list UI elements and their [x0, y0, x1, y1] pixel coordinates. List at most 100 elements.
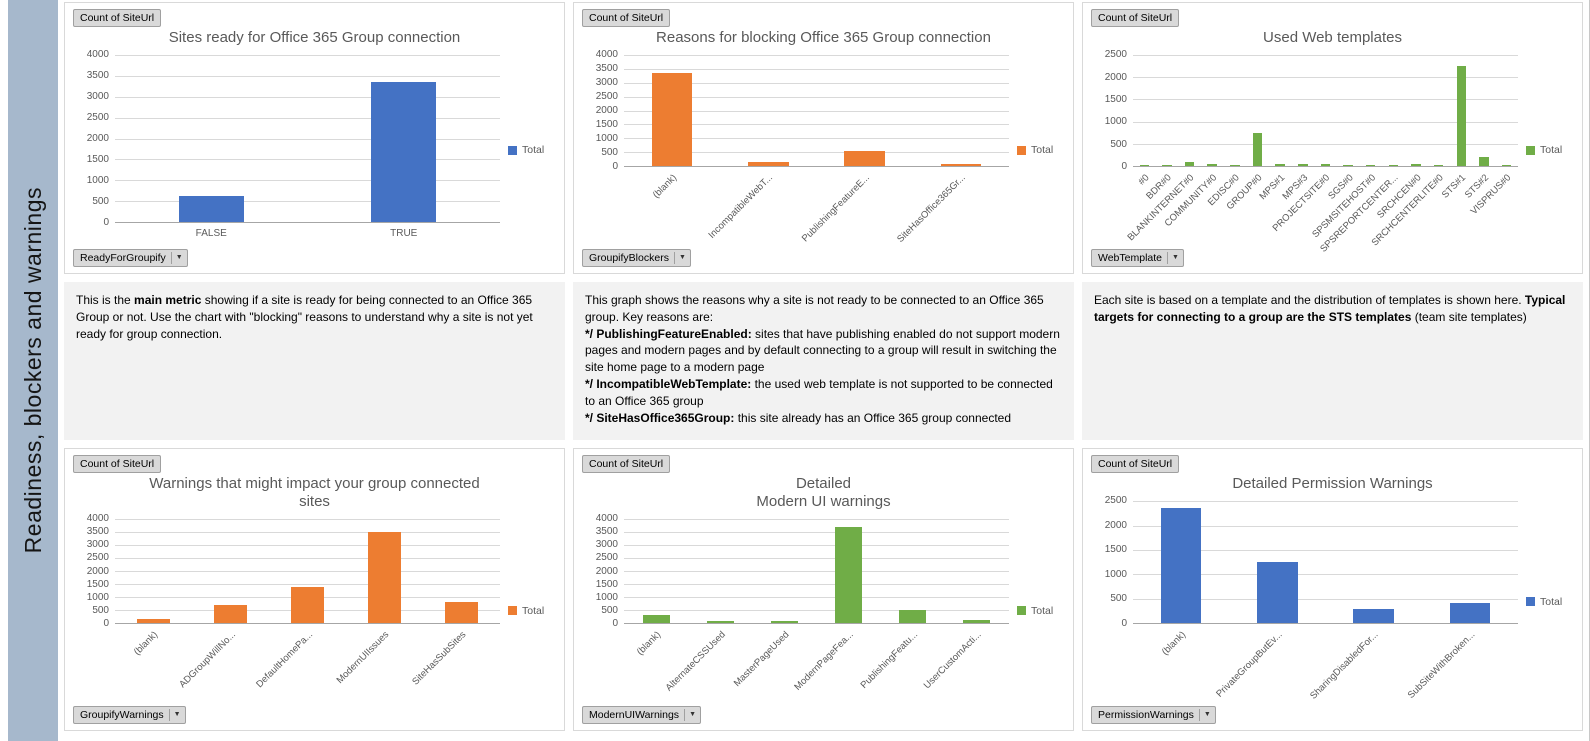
y-tick-label: 1500 — [595, 578, 618, 590]
y-tick-label: 500 — [601, 604, 618, 616]
dropdown-arrow-icon: ▼ — [1198, 709, 1211, 721]
note-text-segment: the used web template is not supported t… — [585, 376, 1053, 408]
pivot-field-button[interactable]: Count of SiteUrl — [1091, 9, 1180, 28]
x-tick-label: (blank) — [650, 172, 680, 201]
filter-button-groupifywarnings[interactable]: GroupifyWarnings ▼ — [73, 705, 186, 724]
x-tick-label: SubSiteWithBroken... — [1405, 629, 1477, 701]
bar-slot — [688, 519, 752, 623]
bar — [371, 82, 437, 222]
x-tick-label: ModernUIIssues — [334, 629, 392, 686]
bar — [1433, 164, 1444, 166]
x-tick-label: PublishingFeatu... — [858, 629, 920, 691]
filter-button-webtemplate[interactable]: WebTemplate ▼ — [1091, 248, 1184, 267]
plot-area — [1133, 55, 1518, 167]
plot-area — [115, 519, 500, 624]
y-tick-label: 2000 — [86, 565, 109, 577]
y-tick-label: 1500 — [86, 153, 109, 165]
gridline — [624, 532, 1009, 534]
bar-slot — [1427, 55, 1450, 166]
y-tick-label: 4000 — [86, 49, 109, 61]
pivot-field-button[interactable]: Count of SiteUrl — [582, 455, 671, 474]
filter-button-label: WebTemplate — [1098, 251, 1163, 264]
bar — [963, 619, 991, 623]
x-tick-label: #0 — [1136, 172, 1152, 188]
dropdown-arrow-icon: ▼ — [168, 709, 181, 721]
bar — [651, 73, 693, 166]
gridline — [115, 117, 500, 119]
y-tick-label: 3000 — [595, 77, 618, 89]
legend-swatch-icon — [1017, 606, 1026, 615]
note-text-segment: This is the — [76, 293, 135, 307]
gridline — [624, 596, 1009, 598]
x-axis-labels: (blank) IncompatibleWebT... PublishingFeat… — [624, 167, 1009, 245]
plot-area — [115, 55, 500, 223]
dropdown-arrow-icon: ▼ — [1167, 252, 1179, 264]
bar — [178, 196, 244, 222]
y-tick-label: 3000 — [595, 539, 618, 551]
gridline — [1133, 501, 1518, 503]
gridline — [115, 159, 500, 161]
chart-title: Used Web templates — [1263, 29, 1402, 47]
bar-slot — [817, 519, 881, 623]
filter-button-modernuiwarnings[interactable]: ModernUIWarnings ▼ — [582, 705, 701, 724]
bar — [1449, 603, 1491, 623]
gridline — [115, 76, 500, 78]
y-tick-label: 1000 — [595, 132, 618, 144]
x-tick-label: (blank) — [634, 629, 664, 658]
bar-slot — [1156, 55, 1179, 166]
bar — [137, 618, 170, 623]
x-axis-labels: FALSE TRUE — [115, 223, 500, 245]
bar-slot — [881, 519, 945, 623]
note-text-segment: (team site templates) — [1411, 309, 1527, 324]
x-axis-labels: (blank) AlternateCSSUsed MasterPageUsed Mod… — [624, 624, 1009, 702]
pivot-field-button[interactable]: Count of SiteUrl — [1091, 455, 1180, 474]
note-text: This is the main metric showing if a sit… — [76, 292, 553, 342]
chart-area: 0 500 1000 1500 2000 2500 3000 3500 4000 Total (… — [582, 514, 1065, 702]
bar-slot — [1326, 501, 1422, 623]
gridline — [624, 82, 1009, 84]
y-axis: 0 500 1000 1500 2000 2500 — [1091, 50, 1133, 172]
y-tick-label: 3500 — [595, 526, 618, 538]
x-tick-label: TRUE — [390, 227, 418, 239]
note-text-bold: */ PublishingFeatureEnabled: — [585, 326, 752, 341]
bar-slot — [308, 55, 501, 222]
pivot-field-button[interactable]: Count of SiteUrl — [582, 9, 671, 28]
legend-swatch-icon — [1526, 145, 1535, 155]
filter-button-groupifyblockers[interactable]: GroupifyBlockers ▼ — [582, 248, 691, 267]
gridline — [115, 96, 500, 98]
legend: Total — [500, 605, 544, 617]
bar — [748, 161, 789, 166]
x-axis-labels: (blank) PrivateGroupButEv... SharingDisabl… — [1133, 624, 1518, 702]
legend: Total — [1518, 144, 1562, 156]
bar — [899, 609, 927, 623]
filter-button-permissionwarnings[interactable]: PermissionWarnings ▼ — [1091, 705, 1216, 724]
gridline — [1133, 77, 1518, 79]
y-tick-label: 2000 — [595, 105, 618, 116]
filter-button-readyforgroupify[interactable]: ReadyForGroupify ▼ — [73, 248, 188, 267]
bar — [368, 532, 401, 623]
pivot-field-button[interactable]: Count of SiteUrl — [73, 455, 162, 474]
bar-slot — [1269, 55, 1292, 166]
y-tick-label: 2000 — [595, 565, 618, 577]
gridline — [1133, 598, 1518, 600]
legend-label: Total — [522, 604, 545, 617]
gridline — [115, 519, 500, 521]
gridline — [624, 609, 1009, 611]
bar — [1252, 132, 1263, 166]
legend-swatch-icon — [1017, 145, 1026, 155]
bar — [1411, 164, 1421, 166]
chart-panel-web-template: Count of SiteUrl Used Web templates 0 500… — [1082, 2, 1583, 274]
gridline — [624, 583, 1009, 585]
gridline — [624, 152, 1009, 153]
y-tick-label: 1500 — [86, 578, 109, 590]
legend-label: Total — [522, 144, 545, 156]
pivot-field-button[interactable]: Count of SiteUrl — [73, 9, 162, 28]
note-text-bold: */ SiteHasOffice365Group: — [585, 410, 735, 425]
gridline — [624, 558, 1009, 560]
bar — [770, 620, 798, 623]
chart-title: Warnings that might impact your group co… — [149, 475, 480, 511]
bar — [1365, 164, 1376, 166]
bar-series — [115, 55, 500, 222]
x-tick-label: UserCustomActi... — [922, 629, 984, 692]
bar-slot — [720, 55, 816, 166]
